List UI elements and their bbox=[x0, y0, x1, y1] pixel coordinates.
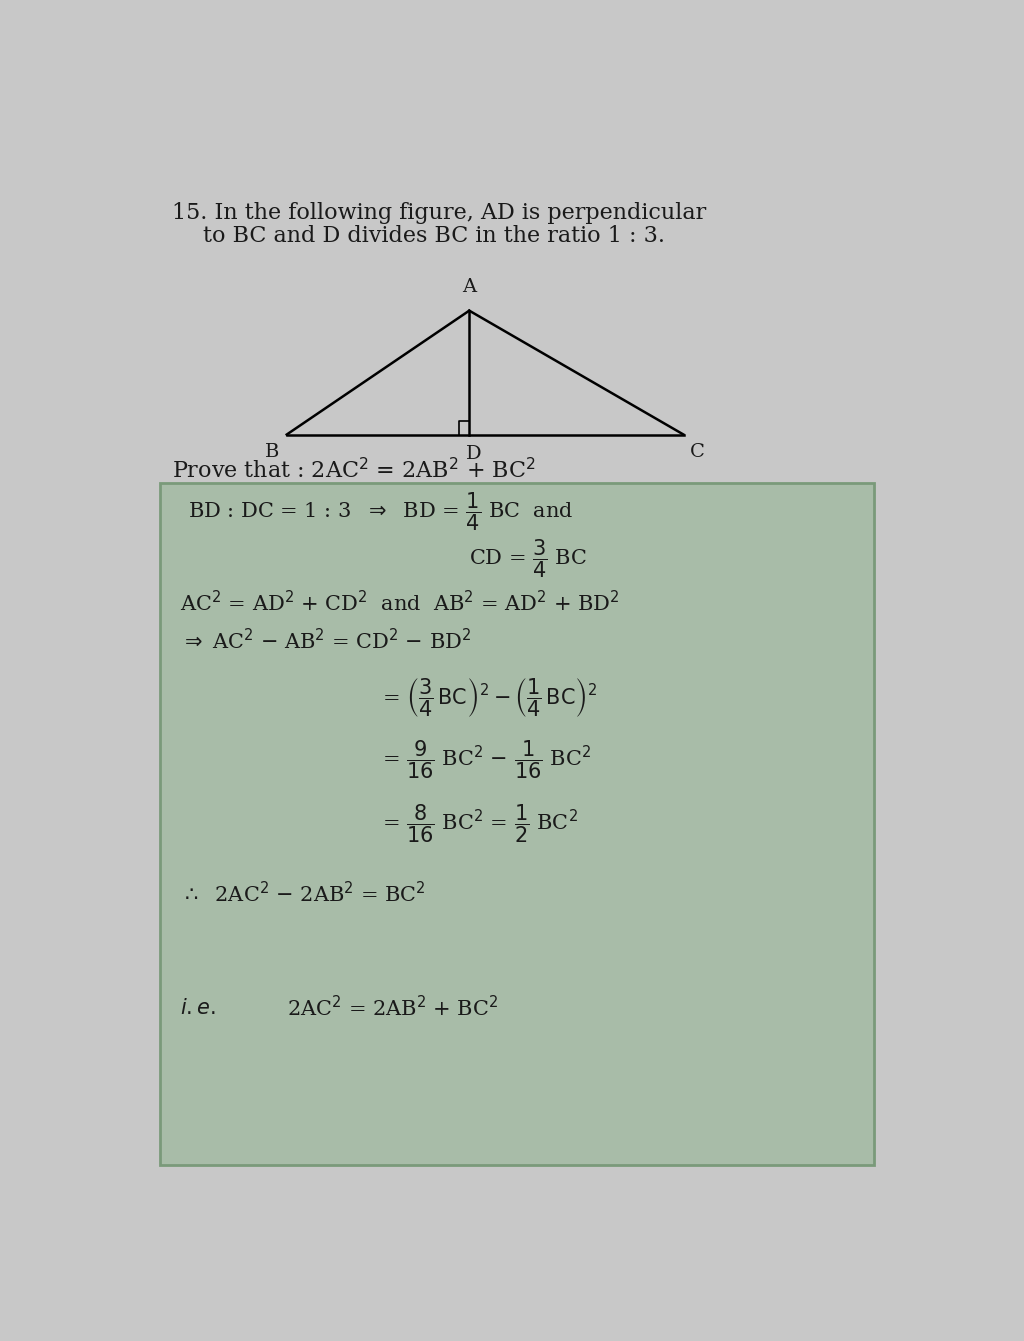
Text: = $\left(\dfrac{3}{4}\,\mathrm{BC}\right)^2 - \left(\dfrac{1}{4}\,\mathrm{BC}\ri: = $\left(\dfrac{3}{4}\,\mathrm{BC}\right… bbox=[382, 676, 597, 719]
Text: to BC and D divides BC in the ratio 1 : 3.: to BC and D divides BC in the ratio 1 : … bbox=[204, 225, 666, 247]
Text: = $\dfrac{8}{16}$ BC$^2$ = $\dfrac{1}{2}$ BC$^2$: = $\dfrac{8}{16}$ BC$^2$ = $\dfrac{1}{2}… bbox=[382, 802, 578, 845]
Text: A: A bbox=[462, 278, 476, 296]
Text: $\therefore$  2AC$^2$ $-$ 2AB$^2$ = BC$^2$: $\therefore$ 2AC$^2$ $-$ 2AB$^2$ = BC$^2… bbox=[179, 881, 425, 907]
Text: Prove that : 2AC$^2$ = 2AB$^2$ + BC$^2$: Prove that : 2AC$^2$ = 2AB$^2$ + BC$^2$ bbox=[172, 459, 536, 484]
Text: $i.e.$: $i.e.$ bbox=[179, 998, 215, 1018]
Text: B: B bbox=[265, 443, 280, 461]
Text: C: C bbox=[690, 443, 706, 461]
Text: = $\dfrac{9}{16}$ BC$^2$ $-$ $\dfrac{1}{16}$ BC$^2$: = $\dfrac{9}{16}$ BC$^2$ $-$ $\dfrac{1}{… bbox=[382, 739, 591, 780]
Text: BD : DC = 1 : 3  $\Rightarrow$  BD = $\dfrac{1}{4}$ BC  and: BD : DC = 1 : 3 $\Rightarrow$ BD = $\dfr… bbox=[187, 491, 572, 534]
Text: D: D bbox=[466, 445, 482, 463]
Text: AC$^2$ = AD$^2$ + CD$^2$  and  AB$^2$ = AD$^2$ + BD$^2$: AC$^2$ = AD$^2$ + CD$^2$ and AB$^2$ = AD… bbox=[179, 590, 620, 616]
FancyBboxPatch shape bbox=[160, 483, 874, 1164]
Text: CD = $\dfrac{3}{4}$ BC: CD = $\dfrac{3}{4}$ BC bbox=[469, 538, 587, 579]
Text: 15. In the following figure, AD is perpendicular: 15. In the following figure, AD is perpe… bbox=[172, 202, 706, 224]
Text: 2AC$^2$ = 2AB$^2$ + BC$^2$: 2AC$^2$ = 2AB$^2$ + BC$^2$ bbox=[287, 995, 498, 1021]
Text: $\Rightarrow$ AC$^2$ $-$ AB$^2$ = CD$^2$ $-$ BD$^2$: $\Rightarrow$ AC$^2$ $-$ AB$^2$ = CD$^2$… bbox=[179, 629, 471, 653]
